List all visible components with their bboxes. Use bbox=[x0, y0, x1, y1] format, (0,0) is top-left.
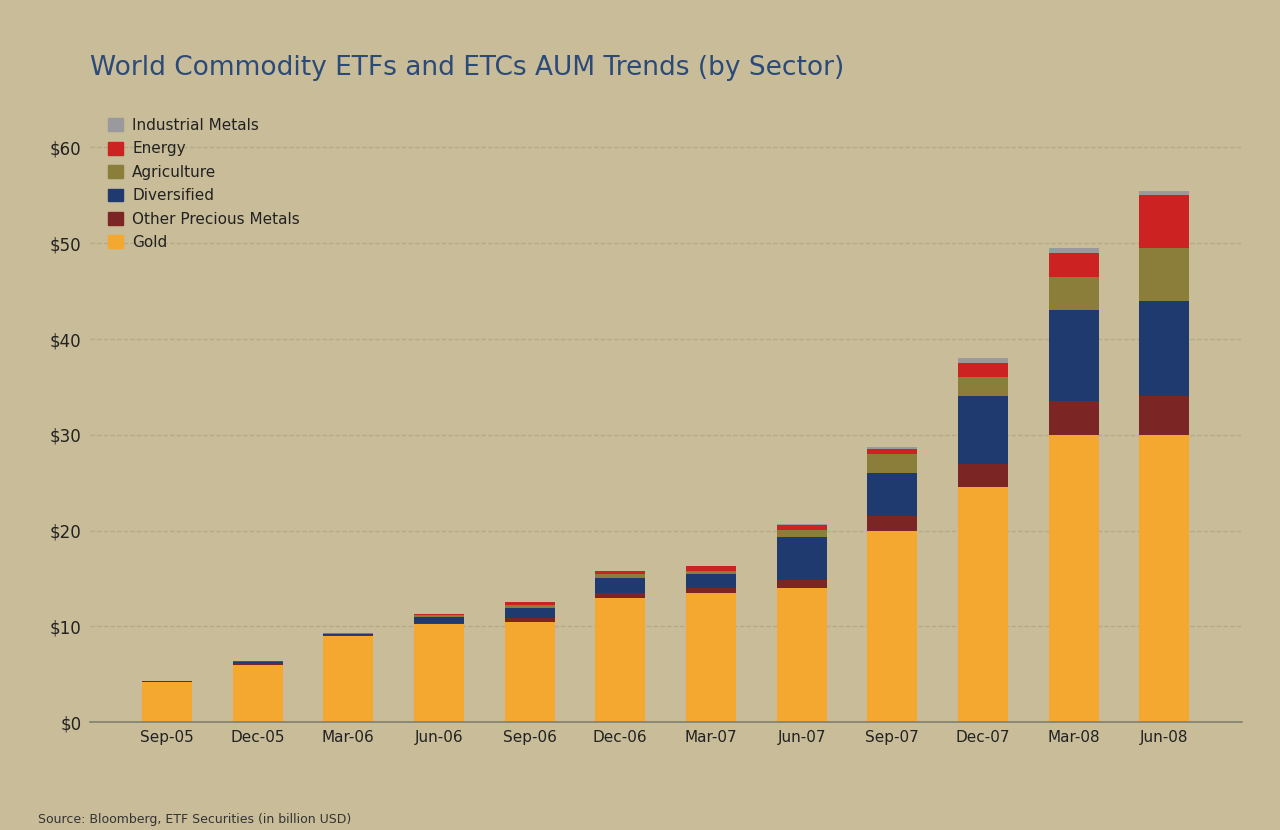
Bar bbox=[1139, 195, 1189, 248]
Bar bbox=[868, 516, 918, 530]
Bar bbox=[595, 571, 645, 574]
Bar bbox=[1048, 435, 1098, 722]
Bar bbox=[233, 662, 283, 665]
Bar bbox=[777, 524, 827, 525]
Bar bbox=[957, 359, 1007, 363]
Bar bbox=[957, 378, 1007, 397]
Bar bbox=[1048, 401, 1098, 435]
Bar bbox=[595, 593, 645, 598]
Bar bbox=[1139, 248, 1189, 300]
Bar bbox=[686, 574, 736, 588]
Bar bbox=[686, 566, 736, 571]
Bar bbox=[957, 363, 1007, 378]
Bar bbox=[324, 635, 374, 636]
Bar bbox=[413, 615, 463, 617]
Bar bbox=[957, 487, 1007, 722]
Bar bbox=[777, 537, 827, 580]
Bar bbox=[504, 605, 554, 608]
Bar bbox=[595, 579, 645, 593]
Bar bbox=[413, 617, 463, 622]
Bar bbox=[595, 574, 645, 579]
Bar bbox=[1048, 310, 1098, 401]
Bar bbox=[1139, 300, 1189, 397]
Bar bbox=[413, 614, 463, 615]
Bar bbox=[413, 622, 463, 624]
Bar bbox=[504, 608, 554, 618]
Bar bbox=[504, 603, 554, 605]
Bar bbox=[504, 622, 554, 722]
Bar bbox=[142, 682, 192, 722]
Bar bbox=[868, 530, 918, 722]
Bar bbox=[868, 449, 918, 454]
Bar bbox=[1139, 435, 1189, 722]
Bar bbox=[1048, 253, 1098, 276]
Bar bbox=[868, 473, 918, 516]
Bar bbox=[957, 463, 1007, 487]
Text: Source: Bloomberg, ETF Securities (in billion USD): Source: Bloomberg, ETF Securities (in bi… bbox=[38, 813, 352, 826]
Bar bbox=[957, 397, 1007, 463]
Bar bbox=[777, 580, 827, 588]
Text: World Commodity ETFs and ETCs AUM Trends (by Sector): World Commodity ETFs and ETCs AUM Trends… bbox=[90, 55, 844, 81]
Bar bbox=[868, 454, 918, 473]
Bar bbox=[595, 598, 645, 722]
Bar bbox=[324, 634, 374, 635]
Bar bbox=[413, 624, 463, 722]
Legend: Industrial Metals, Energy, Agriculture, Diversified, Other Precious Metals, Gold: Industrial Metals, Energy, Agriculture, … bbox=[102, 114, 305, 255]
Bar bbox=[324, 633, 374, 634]
Bar bbox=[504, 618, 554, 622]
Bar bbox=[1048, 248, 1098, 253]
Bar bbox=[686, 571, 736, 574]
Bar bbox=[686, 588, 736, 593]
Bar bbox=[686, 593, 736, 722]
Bar bbox=[324, 636, 374, 722]
Bar bbox=[777, 525, 827, 530]
Bar bbox=[233, 665, 283, 722]
Bar bbox=[777, 588, 827, 722]
Bar bbox=[868, 447, 918, 449]
Bar bbox=[1139, 397, 1189, 435]
Bar bbox=[777, 530, 827, 537]
Bar bbox=[1048, 276, 1098, 310]
Bar bbox=[1139, 191, 1189, 195]
